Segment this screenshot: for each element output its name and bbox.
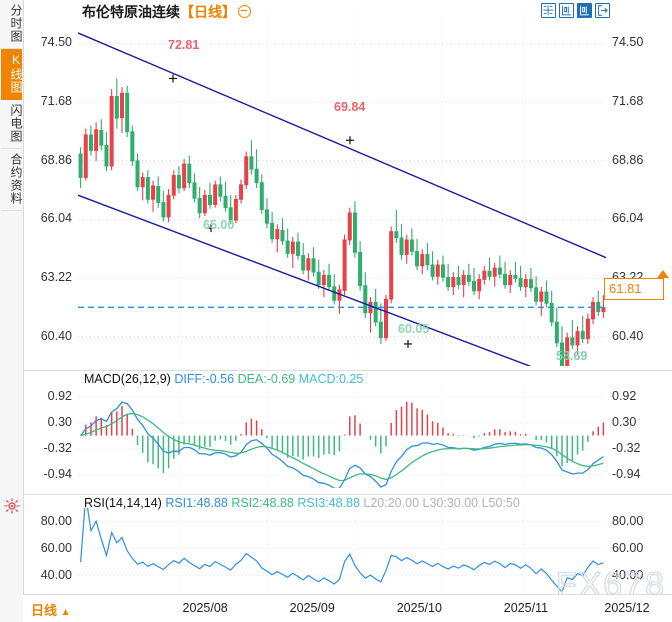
rsi3-value: RSI3:48.88 — [297, 496, 360, 510]
macd-value: MACD:0.25 — [298, 372, 364, 386]
minus-circle-icon[interactable] — [238, 5, 251, 18]
period-selector-button[interactable]: 日线 ▲ — [31, 600, 71, 619]
x-axis-tick: 2025/12 — [604, 601, 650, 615]
sidebar-item-label: 合约资料 — [9, 153, 23, 205]
sidebar-item-label: 闪电图 — [9, 104, 23, 143]
sidebar-item-lightning[interactable]: 闪电图 — [1, 100, 23, 149]
macd-diff: DIFF:-0.56 — [174, 372, 235, 386]
axis-tick-label: 60.40 — [612, 328, 644, 343]
axis-tick-label: -0.32 — [612, 441, 641, 455]
axis-tick-label: 60.40 — [40, 328, 72, 343]
price-chart-pane[interactable] — [78, 14, 606, 366]
axis-tick-label: 0.92 — [612, 389, 637, 403]
chart-align-left-icon[interactable] — [559, 3, 574, 18]
axis-tick-label: 66.04 — [612, 211, 644, 226]
axis-tick-label: 40.00 — [40, 567, 72, 582]
x-axis-tick: 2025/10 — [396, 601, 442, 615]
rsi-l20: L20:20.00 — [363, 496, 420, 510]
axis-tick-label: 40.00 — [612, 567, 644, 582]
footer-bar: 日线 ▲ 2025/08 2025/09 2025/10 2025/11 2025/12 — [23, 594, 672, 622]
axis-tick-label: 0.30 — [612, 415, 637, 429]
sidebar-item-kline[interactable]: K线图 — [1, 49, 23, 100]
period-label: 【日线】 — [180, 4, 236, 20]
axis-tick-label: 63.22 — [40, 270, 72, 284]
annotation-low-3: 58.69 — [556, 349, 588, 363]
crosshair-icon[interactable] — [541, 3, 556, 18]
macd-legend: MACD(26,12,9) DIFF:-0.56 DEA:-0.69 MACD:… — [84, 372, 363, 386]
axis-tick-label: 71.68 — [40, 94, 72, 108]
sun-settings-icon[interactable] — [4, 498, 20, 514]
exit-fullscreen-icon[interactable] — [595, 3, 610, 18]
axis-tick-label: 0.30 — [47, 415, 72, 429]
axis-tick-label: 71.68 — [612, 94, 644, 108]
rsi-legend: RSI(14,14,14) RSI1:48.88 RSI2:48.88 RSI3… — [84, 496, 520, 510]
x-axis-tick: 2025/08 — [182, 601, 228, 615]
rsi-l30: L30:30.00 — [422, 496, 479, 510]
rsi1-value: RSI1:48.88 — [165, 496, 228, 510]
chart-align-right-icon[interactable] — [577, 3, 592, 18]
chart-toolbar — [541, 3, 610, 18]
axis-tick-label: 66.04 — [40, 211, 72, 226]
rsi-title: RSI(14,14,14) — [84, 496, 162, 510]
caret-up-icon: ▲ — [60, 607, 71, 618]
pane-divider-1 — [23, 370, 672, 371]
macd-title: MACD(26,12,9) — [84, 372, 171, 386]
macd-chart-pane[interactable] — [78, 384, 606, 488]
rsi-l50: L50:50 — [481, 496, 520, 510]
axis-tick-label: 80.00 — [612, 513, 644, 528]
sidebar-item-label: 分时图 — [9, 4, 23, 43]
rsi2-value: RSI2:48.88 — [231, 496, 294, 510]
pane-divider-2 — [23, 494, 672, 495]
axis-tick-label: -0.94 — [43, 467, 73, 481]
annotation-low-1: 65.00 — [203, 218, 235, 232]
symbol-name: 布伦特原油连续 — [82, 4, 180, 20]
sidebar-item-label: K线图 — [9, 53, 23, 94]
axis-tick-label: 74.50 — [40, 35, 72, 50]
chart-title: 布伦特原油连续【日线】 — [82, 2, 251, 22]
axis-tick-label: 60.00 — [40, 540, 72, 555]
axis-tick-label: 0.92 — [47, 389, 72, 403]
axis-tick-label: -0.94 — [612, 467, 641, 481]
axis-tick-label: 74.50 — [612, 35, 644, 50]
current-price-tag[interactable]: 61.81 — [604, 278, 664, 300]
sidebar-item-timeshare[interactable]: 分时图 — [1, 0, 23, 49]
x-axis-tick: 2025/09 — [289, 601, 335, 615]
annotation-high-2: 69.84 — [334, 100, 366, 114]
axis-tick-label: 60.00 — [612, 540, 644, 555]
period-selector-label: 日线 — [31, 603, 58, 618]
axis-tick-label: 80.00 — [40, 513, 72, 528]
x-axis-tick: 2025/11 — [503, 601, 549, 615]
left-sidebar: 分时图 K线图 闪电图 合约资料 — [0, 0, 24, 622]
price-marker-up-icon — [657, 270, 669, 278]
rsi-chart-pane[interactable] — [78, 508, 606, 592]
macd-dea: DEA:-0.69 — [237, 372, 296, 386]
axis-tick-label: 68.86 — [40, 152, 72, 167]
axis-tick-label: -0.32 — [43, 441, 73, 455]
annotation-low-2: 60.05 — [398, 322, 430, 336]
sidebar-item-contract-info[interactable]: 合约资料 — [1, 149, 23, 211]
annotation-high-1: 72.81 — [168, 38, 200, 52]
axis-tick-label: 68.86 — [612, 152, 644, 167]
